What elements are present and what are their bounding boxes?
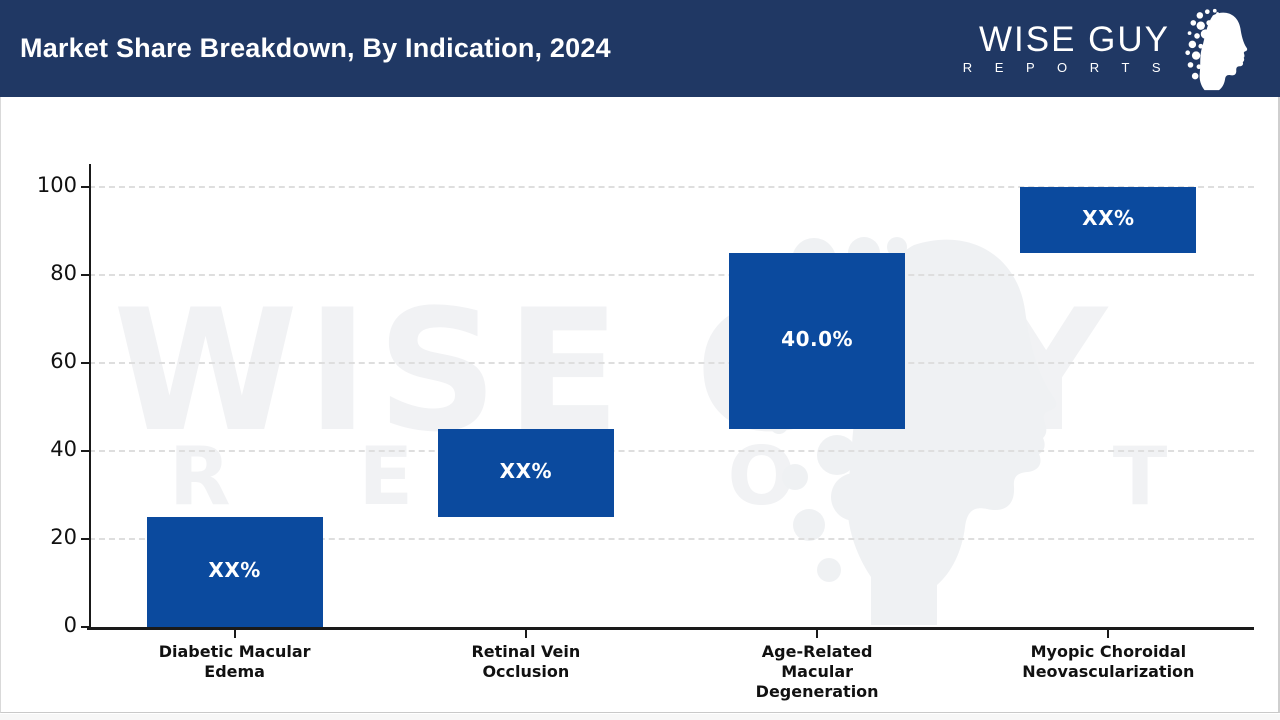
chart-panel: WISE GUY R E P O R T S 0 20 40 60 80 100 XX% Di…: [0, 97, 1280, 713]
x-axis: [87, 627, 1254, 630]
x-tick: [233, 630, 236, 638]
brand-logo-text: WISE GUY R E P O R T S: [959, 22, 1170, 75]
gridline-40: [89, 450, 1254, 452]
y-tick-100: [81, 186, 89, 188]
header: Market Share Breakdown, By Indication, 2…: [0, 0, 1280, 97]
y-tick-label: 100: [36, 173, 77, 197]
bar-segment: [437, 429, 614, 517]
brand-subtitle: R E P O R T S: [962, 60, 1170, 75]
bar-value-label: XX%: [208, 558, 261, 582]
gridline-80: [89, 274, 1254, 276]
bar-value-label: XX%: [499, 459, 553, 483]
y-tick-label: 40: [50, 437, 77, 461]
category-label: Myopic Choroidal Neovascularization: [1022, 642, 1195, 681]
gridline-60: [89, 362, 1254, 364]
y-tick-40: [81, 450, 89, 452]
watermark-reports-text: R E P O R T S: [169, 430, 1280, 523]
bar-value-label: 40.0%: [781, 327, 854, 351]
y-tick-20: [81, 538, 89, 540]
y-tick-label: 60: [50, 349, 77, 373]
y-tick-label: 0: [63, 613, 77, 637]
bar-value-label: XX%: [1082, 206, 1135, 230]
page-title: Market Share Breakdown, By Indication, 2…: [20, 33, 611, 63]
brand-name: WISE GUY: [978, 20, 1170, 59]
y-tick-60: [81, 362, 89, 364]
category-label: Retinal Vein Occlusion: [471, 642, 581, 681]
brand-face-icon: [1185, 8, 1248, 90]
y-tick-0: [81, 626, 89, 628]
bar-segment: [1020, 187, 1197, 253]
gridline-20: [89, 538, 1254, 540]
bottom-strip: [0, 714, 1280, 720]
x-tick: [524, 630, 527, 638]
gridline-100: [89, 186, 1254, 188]
brand-logo: WISE GUY R E P O R T S: [959, 7, 1254, 91]
x-tick: [816, 630, 819, 638]
bar-segment: [146, 517, 323, 627]
category-label: Age-Related Macular Degeneration: [755, 642, 879, 701]
x-tick: [1107, 630, 1110, 638]
category-label: Diabetic Macular Edema: [158, 642, 311, 681]
y-tick-label: 20: [50, 525, 77, 549]
y-axis: [89, 164, 91, 629]
y-tick-80: [81, 274, 89, 276]
y-tick-label: 80: [50, 261, 77, 285]
bar-segment: [729, 253, 906, 429]
